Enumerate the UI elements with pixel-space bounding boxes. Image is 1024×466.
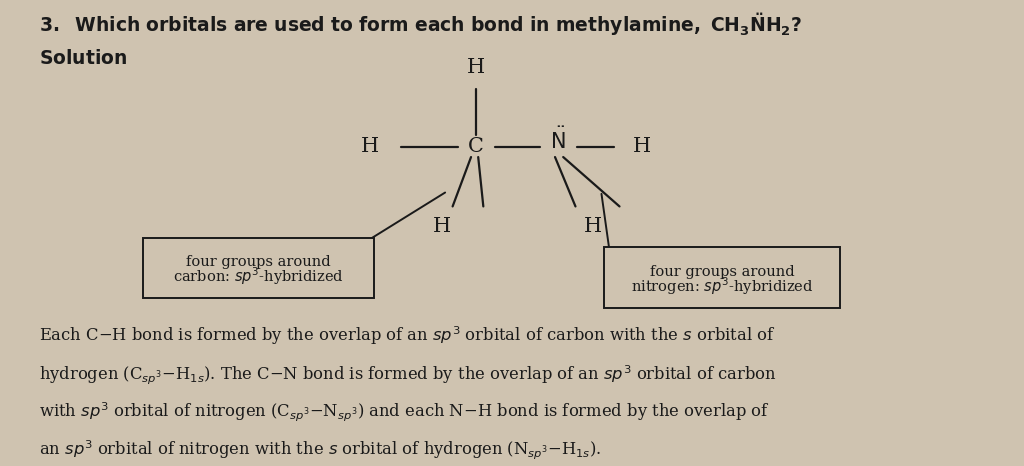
Text: H: H: [467, 58, 485, 77]
Text: $\mathbf{3.}$  $\mathbf{Which\ orbitals\ are\ used\ to\ form\ each\ bond\ in\ me: $\mathbf{3.}$ $\mathbf{Which\ orbitals\ …: [39, 12, 802, 39]
Text: an $sp^3$ orbital of nitrogen with the $s$ orbital of hydrogen (N$_{\mathit{sp}^: an $sp^3$ orbital of nitrogen with the $…: [39, 439, 601, 462]
Text: hydrogen (C$_{\mathit{sp}^3}$$-$H$_{1s}$). The C$-$N bond is formed by the overl: hydrogen (C$_{\mathit{sp}^3}$$-$H$_{1s}$…: [39, 363, 776, 387]
Text: $\ddot{\rm N}$: $\ddot{\rm N}$: [550, 127, 566, 153]
Text: H: H: [360, 137, 379, 156]
Text: C: C: [468, 137, 484, 156]
Text: with $sp^3$ orbital of nitrogen (C$_{\mathit{sp}^3}$$-$N$_{\mathit{sp}^3}$) and : with $sp^3$ orbital of nitrogen (C$_{\ma…: [39, 401, 770, 424]
Text: nitrogen: $\mathit{sp}^3$-hybridized: nitrogen: $\mathit{sp}^3$-hybridized: [631, 275, 813, 296]
Text: four groups around: four groups around: [186, 255, 331, 269]
Text: H: H: [433, 217, 452, 236]
FancyBboxPatch shape: [143, 238, 374, 298]
Text: carbon: $\mathit{sp}^3$-hybridized: carbon: $\mathit{sp}^3$-hybridized: [173, 266, 344, 287]
FancyBboxPatch shape: [604, 247, 840, 308]
Text: four groups around: four groups around: [649, 265, 795, 279]
Text: H: H: [633, 137, 651, 156]
Text: H: H: [584, 217, 602, 236]
Text: Each C$-$H bond is formed by the overlap of an $sp^3$ orbital of carbon with the: Each C$-$H bond is formed by the overlap…: [39, 324, 775, 347]
Text: $\mathbf{Solution}$: $\mathbf{Solution}$: [39, 49, 127, 68]
